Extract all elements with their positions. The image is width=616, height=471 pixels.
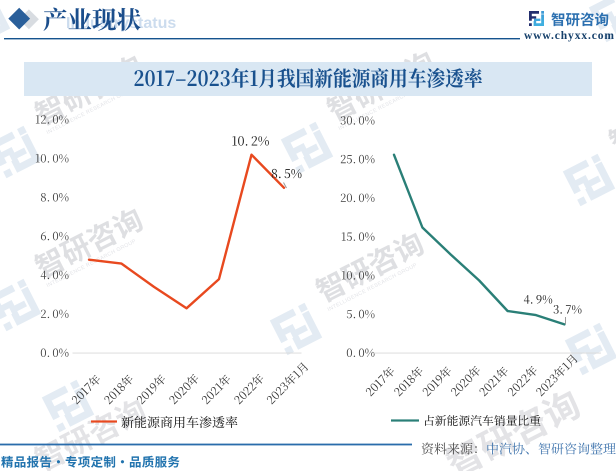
svg-text:www.chyxx.com: www.chyxx.com bbox=[524, 30, 615, 42]
